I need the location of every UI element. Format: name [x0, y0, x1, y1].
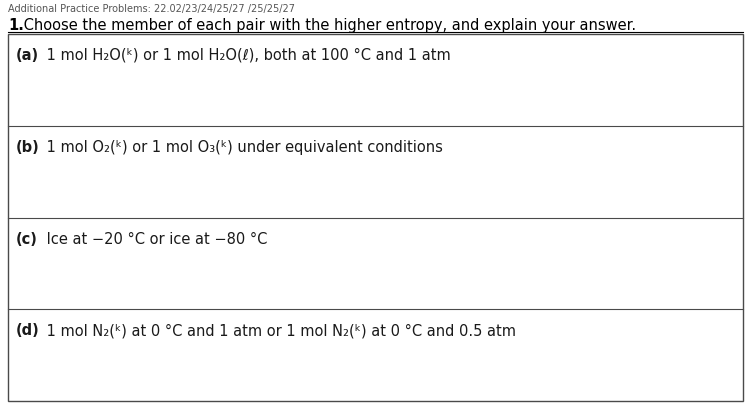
Text: (b): (b): [16, 140, 40, 155]
Text: (d): (d): [16, 323, 40, 338]
Text: 1.: 1.: [8, 18, 24, 33]
Text: Choose the member of each pair with the higher entropy, and explain your answer.: Choose the member of each pair with the …: [19, 18, 636, 33]
Text: (c): (c): [16, 232, 38, 247]
Text: (a): (a): [16, 48, 39, 63]
Text: 1 mol N₂(ᵏ) at 0 °C and 1 atm or 1 mol N₂(ᵏ) at 0 °C and 0.5 atm: 1 mol N₂(ᵏ) at 0 °C and 1 atm or 1 mol N…: [42, 323, 516, 338]
Text: 1 mol O₂(ᵏ) or 1 mol O₃(ᵏ) under equivalent conditions: 1 mol O₂(ᵏ) or 1 mol O₃(ᵏ) under equival…: [42, 140, 443, 155]
Text: 1 mol H₂O(ᵏ) or 1 mol H₂O(ℓ), both at 100 °C and 1 atm: 1 mol H₂O(ᵏ) or 1 mol H₂O(ℓ), both at 10…: [42, 48, 451, 63]
Text: Additional Practice Problems: 22.02/23/24/25/27 /25/25/27: Additional Practice Problems: 22.02/23/2…: [8, 4, 295, 14]
Text: Ice at −20 °C or ice at −80 °C: Ice at −20 °C or ice at −80 °C: [42, 232, 267, 247]
